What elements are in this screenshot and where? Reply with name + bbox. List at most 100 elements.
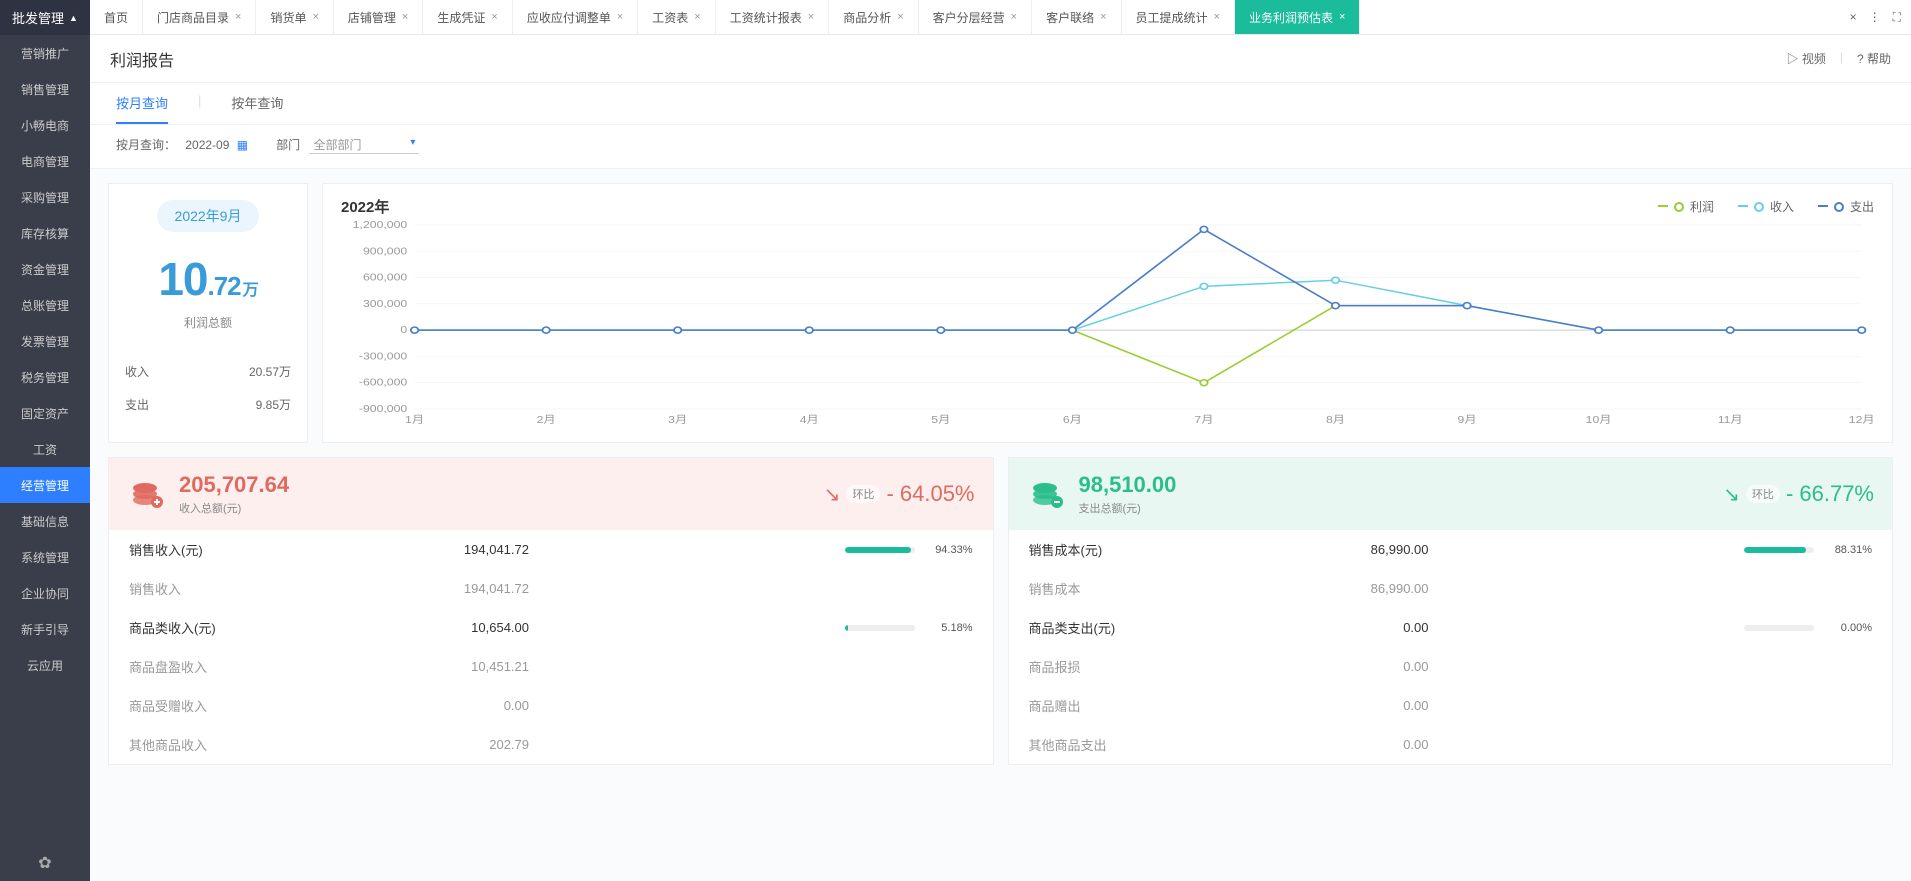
panel-row: 商品报损0.00 — [1009, 647, 1893, 686]
tabbar-close-icon[interactable]: × — [1850, 10, 1857, 24]
tab-close-icon[interactable]: × — [1339, 11, 1345, 23]
sidebar-item-5[interactable]: 库存核算 — [0, 215, 90, 251]
svg-text:900,000: 900,000 — [363, 246, 407, 257]
subtab-by-month[interactable]: 按月查询 — [116, 93, 168, 124]
row-name: 商品赠出 — [1029, 696, 1229, 715]
sidebar-item-4[interactable]: 采购管理 — [0, 179, 90, 215]
sidebar-item-7[interactable]: 总账管理 — [0, 287, 90, 323]
sidebar-item-0[interactable]: 营销推广 — [0, 35, 90, 71]
expense-icon — [1027, 474, 1067, 514]
income-panel: 205,707.64 收入总额(元) ↘ 环比 - 64.05% 销售收入(元)… — [108, 457, 994, 765]
row-name: 商品受赠收入 — [129, 696, 329, 715]
caret-up-icon: ▲ — [69, 13, 78, 23]
tab-12[interactable]: 业务利润预估表× — [1235, 0, 1360, 34]
legend-item[interactable]: 支出 — [1818, 198, 1874, 215]
tab-0[interactable]: 首页 — [90, 0, 143, 34]
tab-2[interactable]: 销货单× — [256, 0, 333, 34]
row-value: 0.00 — [1229, 620, 1429, 635]
row-value: 194,041.72 — [329, 581, 529, 596]
tab-close-icon[interactable]: × — [897, 11, 903, 23]
trend-down-icon: ↘ — [1723, 482, 1740, 507]
legend-item[interactable]: 利润 — [1658, 198, 1714, 215]
row-pct: 0.00% — [1824, 622, 1872, 634]
row-value: 86,990.00 — [1229, 542, 1429, 557]
panel-row: 其他商品收入202.79 — [109, 725, 993, 764]
tab-close-icon[interactable]: × — [808, 11, 814, 23]
subtab-by-year[interactable]: 按年查询 — [231, 93, 283, 124]
panel-row: 商品受赠收入0.00 — [109, 686, 993, 725]
row-name: 商品类收入(元) — [129, 618, 329, 637]
tab-close-icon[interactable]: × — [617, 11, 623, 23]
tab-close-icon[interactable]: × — [402, 11, 408, 23]
sidebar-item-8[interactable]: 发票管理 — [0, 323, 90, 359]
tab-1[interactable]: 门店商品目录× — [143, 0, 256, 34]
sidebar-item-2[interactable]: 小畅电商 — [0, 107, 90, 143]
sidebar-item-14[interactable]: 系统管理 — [0, 539, 90, 575]
sidebar-item-12[interactable]: 经营管理 — [0, 467, 90, 503]
help-icon: ? — [1857, 52, 1864, 66]
svg-text:-600,000: -600,000 — [359, 378, 407, 389]
tab-close-icon[interactable]: × — [491, 11, 497, 23]
svg-text:2月: 2月 — [537, 415, 556, 426]
svg-text:7月: 7月 — [1194, 415, 1213, 426]
sidebar-item-15[interactable]: 企业协同 — [0, 575, 90, 611]
tab-8[interactable]: 商品分析× — [829, 0, 918, 34]
row-name: 商品类支出(元) — [1029, 618, 1229, 637]
tab-3[interactable]: 店铺管理× — [334, 0, 423, 34]
sidebar-item-11[interactable]: 工资 — [0, 431, 90, 467]
row-bar — [1744, 625, 1814, 631]
tabbar-menu-icon[interactable]: ⋮ — [1869, 10, 1881, 24]
tab-10[interactable]: 客户联络× — [1032, 0, 1121, 34]
tab-close-icon[interactable]: × — [235, 11, 241, 23]
tab-4[interactable]: 生成凭证× — [423, 0, 512, 34]
row-pct: 94.33% — [925, 544, 973, 556]
sidebar-item-17[interactable]: 云应用 — [0, 647, 90, 683]
sidebar-item-9[interactable]: 税务管理 — [0, 359, 90, 395]
tab-close-icon[interactable]: × — [1214, 11, 1220, 23]
tab-11[interactable]: 员工提成统计× — [1122, 0, 1235, 34]
expense-panel: 98,510.00 支出总额(元) ↘ 环比 - 66.77% 销售成本(元)8… — [1008, 457, 1894, 765]
video-link[interactable]: ▷ 视频 — [1786, 50, 1825, 67]
expense-delta-pct: - 66.77% — [1786, 481, 1874, 507]
sidebar-item-16[interactable]: 新手引导 — [0, 611, 90, 647]
tabbar-expand-icon[interactable]: ⛶ — [1893, 10, 1901, 25]
row-value: 202.79 — [329, 737, 529, 752]
page-head: 利润报告 ▷ 视频 | ? 帮助 — [90, 35, 1911, 83]
help-link[interactable]: ? 帮助 — [1857, 50, 1891, 67]
sidebar-header[interactable]: 批发管理 ▲ — [0, 0, 90, 35]
income-delta-pct: - 64.05% — [886, 481, 974, 507]
tab-close-icon[interactable]: × — [1100, 11, 1106, 23]
summary-income-value: 20.57万 — [249, 363, 291, 380]
filter-dept-select[interactable] — [309, 135, 419, 154]
row-bar — [1744, 547, 1814, 553]
filter-month-value[interactable]: 2022-09 — [185, 138, 229, 152]
calendar-icon[interactable]: ▦ — [237, 138, 248, 152]
income-sub: 收入总额(元) — [179, 500, 289, 516]
tab-9[interactable]: 客户分层经营× — [919, 0, 1032, 34]
tab-close-icon[interactable]: × — [312, 11, 318, 23]
panel-row: 商品类收入(元)10,654.005.18% — [109, 608, 993, 647]
tab-close-icon[interactable]: × — [1011, 11, 1017, 23]
sidebar-item-10[interactable]: 固定资产 — [0, 395, 90, 431]
settings-icon[interactable]: ✿ — [0, 845, 90, 881]
row-value: 86,990.00 — [1229, 581, 1429, 596]
summary-total: 10.72万 — [158, 252, 257, 306]
tab-7[interactable]: 工资统计报表× — [716, 0, 829, 34]
legend-item[interactable]: 收入 — [1738, 198, 1794, 215]
row-bar — [845, 625, 915, 631]
row-name: 其他商品支出 — [1029, 735, 1229, 754]
row-name: 销售收入 — [129, 579, 329, 598]
tab-close-icon[interactable]: × — [694, 11, 700, 23]
row-value: 10,654.00 — [329, 620, 529, 635]
income-icon — [127, 474, 167, 514]
sidebar-item-13[interactable]: 基础信息 — [0, 503, 90, 539]
row-name: 销售成本 — [1029, 579, 1229, 598]
panel-row: 其他商品支出0.00 — [1009, 725, 1893, 764]
sidebar-item-6[interactable]: 资金管理 — [0, 251, 90, 287]
sidebar-item-3[interactable]: 电商管理 — [0, 143, 90, 179]
tab-5[interactable]: 应收应付调整单× — [513, 0, 638, 34]
tab-6[interactable]: 工资表× — [638, 0, 715, 34]
sidebar-item-1[interactable]: 销售管理 — [0, 71, 90, 107]
sidebar-header-label: 批发管理 — [12, 8, 64, 27]
row-value: 194,041.72 — [329, 542, 529, 557]
